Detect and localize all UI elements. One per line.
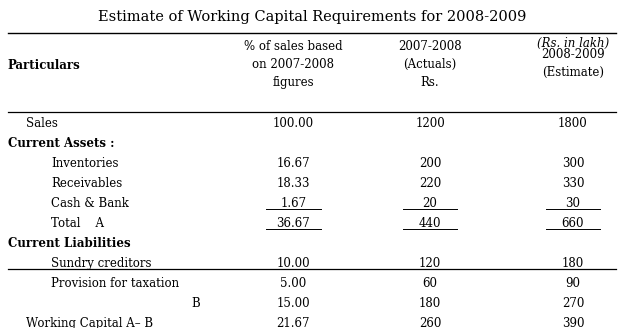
Text: Current Liabilities: Current Liabilities [7,237,130,250]
Text: 260: 260 [419,317,441,328]
Text: 21.67: 21.67 [276,317,310,328]
Text: Receivables: Receivables [51,177,122,190]
Text: 16.67: 16.67 [276,157,310,170]
Text: 10.00: 10.00 [276,257,310,270]
Text: 390: 390 [562,317,584,328]
Text: 90: 90 [565,277,580,290]
Text: Total    A: Total A [51,217,104,230]
Text: 180: 180 [419,297,441,310]
Text: Working Capital A– B: Working Capital A– B [26,317,154,328]
Text: 1200: 1200 [415,117,445,131]
Text: Provision for taxation: Provision for taxation [51,277,179,290]
Text: 100.00: 100.00 [273,117,314,131]
Text: Current Assets :: Current Assets : [7,137,114,150]
Text: 660: 660 [562,217,584,230]
Text: 270: 270 [562,297,584,310]
Text: Particulars: Particulars [7,59,80,72]
Text: 18.33: 18.33 [276,177,310,190]
Text: % of sales based
on 2007-2008
figures: % of sales based on 2007-2008 figures [244,40,343,89]
Text: B: B [192,297,200,310]
Text: 2008-2009
(Estimate): 2008-2009 (Estimate) [541,48,605,79]
Text: 30: 30 [565,197,580,210]
Text: Inventories: Inventories [51,157,119,170]
Text: 1800: 1800 [558,117,588,131]
Text: 300: 300 [562,157,584,170]
Text: 36.67: 36.67 [276,217,310,230]
Text: 20: 20 [422,197,437,210]
Text: 5.00: 5.00 [280,277,306,290]
Text: 220: 220 [419,177,441,190]
Text: 2007-2008
(Actuals)
Rs.: 2007-2008 (Actuals) Rs. [398,40,462,89]
Text: 200: 200 [419,157,441,170]
Text: 15.00: 15.00 [276,297,310,310]
Text: 1.67: 1.67 [280,197,306,210]
Text: Estimate of Working Capital Requirements for 2008-2009: Estimate of Working Capital Requirements… [98,10,526,24]
Text: 120: 120 [419,257,441,270]
Text: Sales: Sales [26,117,58,131]
Text: (Rs. in lakh): (Rs. in lakh) [537,37,609,50]
Text: 60: 60 [422,277,437,290]
Text: 330: 330 [562,177,584,190]
Text: Cash & Bank: Cash & Bank [51,197,129,210]
Text: Sundry creditors: Sundry creditors [51,257,152,270]
Text: 180: 180 [562,257,584,270]
Text: 440: 440 [419,217,441,230]
